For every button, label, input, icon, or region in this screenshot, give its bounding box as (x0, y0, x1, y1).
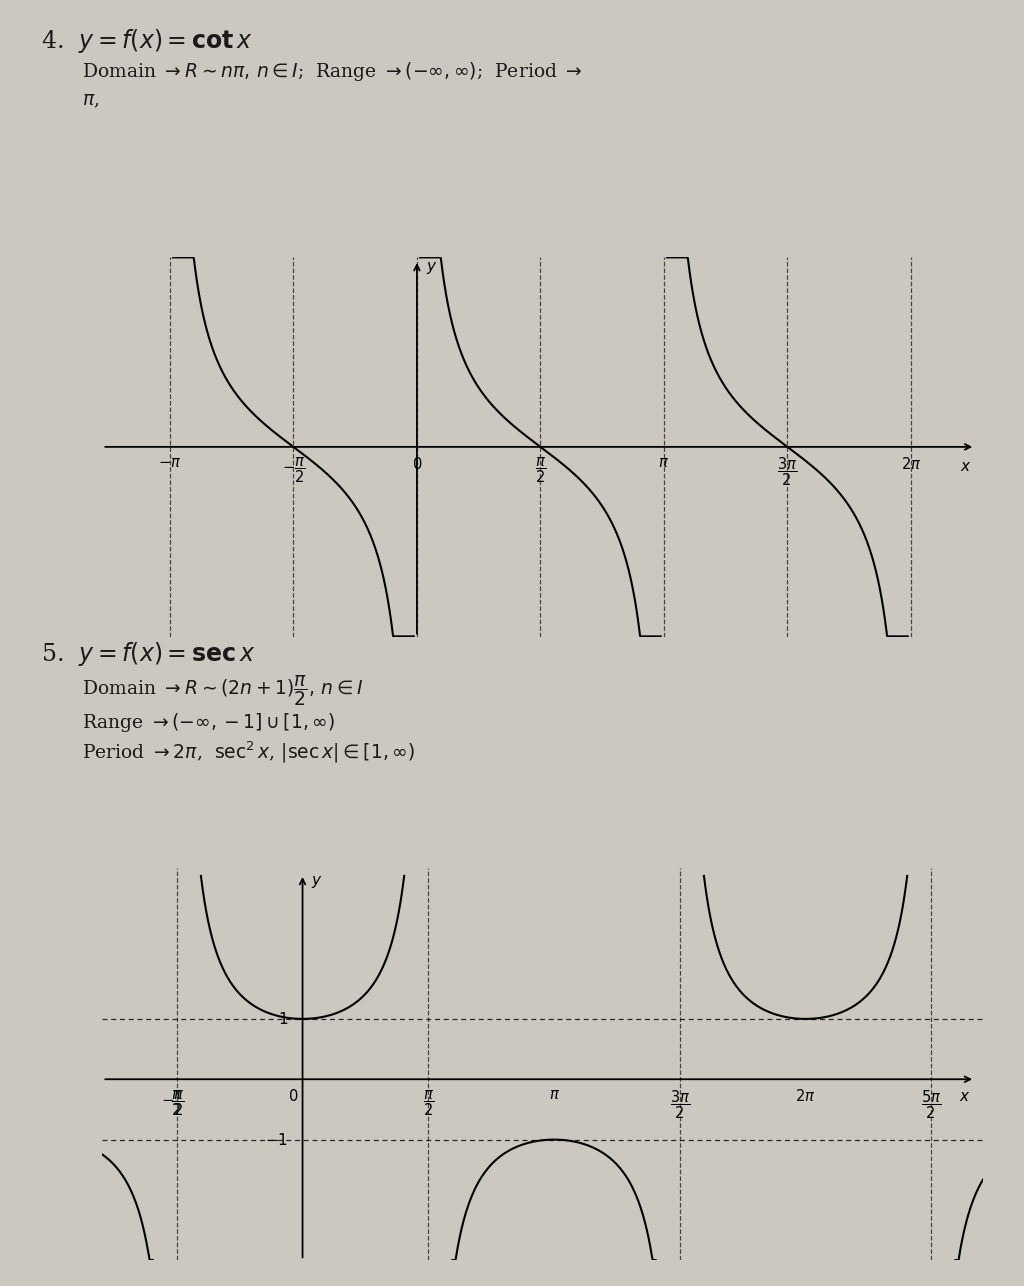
Text: $1$: $1$ (278, 1011, 288, 1028)
Text: $-1$: $-1$ (265, 1132, 288, 1147)
Text: $\pi$: $\pi$ (658, 455, 670, 469)
Text: $-\dfrac{\pi}{2}$: $-\dfrac{\pi}{2}$ (161, 1088, 184, 1118)
Text: $2\pi$: $2\pi$ (901, 455, 922, 472)
Text: $2\pi$: $2\pi$ (796, 1088, 816, 1105)
Text: $y$: $y$ (310, 874, 323, 890)
Text: Domain $\rightarrow R \sim (2n+1)\dfrac{\pi}{2},\, n \in I$: Domain $\rightarrow R \sim (2n+1)\dfrac{… (82, 674, 364, 709)
Text: 5.  $y = f(x) = \mathbf{sec}\, x$: 5. $y = f(x) = \mathbf{sec}\, x$ (41, 640, 255, 667)
Text: $\dfrac{3\pi}{2}$: $\dfrac{3\pi}{2}$ (777, 455, 798, 489)
Text: Domain $\rightarrow R \sim n\pi,\, n \in I$;  Range $\rightarrow (-\infty, \inft: Domain $\rightarrow R \sim n\pi,\, n \in… (82, 60, 583, 84)
Text: $\dfrac{\pi}{2}$: $\dfrac{\pi}{2}$ (423, 1088, 434, 1118)
Text: $\dfrac{\pi}{2}$: $\dfrac{\pi}{2}$ (535, 455, 546, 485)
Text: $-\dfrac{\pi}{2}$: $-\dfrac{\pi}{2}$ (282, 455, 305, 485)
Text: Period $\rightarrow 2\pi$,  $\sec^2 x$, $|\sec x| \in [1, \infty)$: Period $\rightarrow 2\pi$, $\sec^2 x$, $… (82, 739, 415, 765)
Text: $\pi$: $\pi$ (549, 1088, 559, 1102)
Text: $\dfrac{3\pi}{2}$: $\dfrac{3\pi}{2}$ (670, 1088, 690, 1121)
Text: $\pi$,: $\pi$, (82, 93, 99, 111)
Text: $x$: $x$ (959, 1091, 971, 1105)
Text: $0$: $0$ (412, 455, 422, 472)
Text: 4.  $y = f(x) = \mathbf{cot}\, x$: 4. $y = f(x) = \mathbf{cot}\, x$ (41, 27, 253, 54)
Text: $-\pi$: $-\pi$ (159, 455, 181, 469)
Text: $0$: $0$ (288, 1088, 298, 1105)
Text: $x$: $x$ (959, 460, 971, 475)
Text: $\dfrac{\pi}{2}$: $\dfrac{\pi}{2}$ (171, 1088, 182, 1118)
Text: Range $\rightarrow (-\infty, -1]\cup [1, \infty)$: Range $\rightarrow (-\infty, -1]\cup [1,… (82, 711, 335, 734)
Text: $\dfrac{5\pi}{2}$: $\dfrac{5\pi}{2}$ (922, 1088, 941, 1121)
Text: $y$: $y$ (426, 260, 438, 276)
